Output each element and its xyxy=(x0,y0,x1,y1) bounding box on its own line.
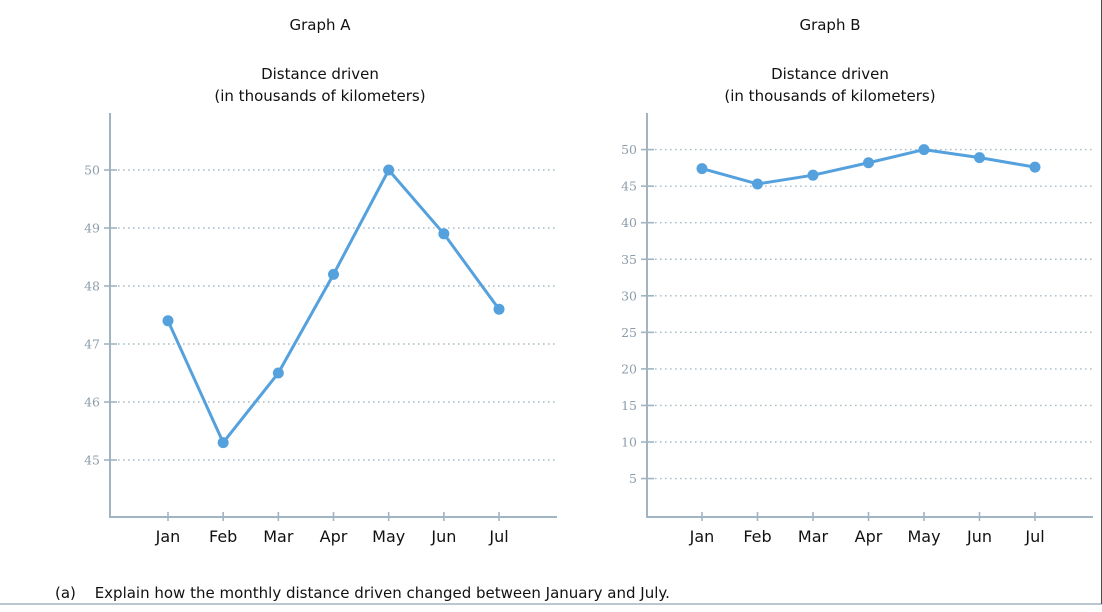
data-point[interactable] xyxy=(162,315,174,327)
data-point[interactable] xyxy=(272,367,284,379)
x-tick-label: Jun xyxy=(966,527,992,546)
x-tick-label: Feb xyxy=(743,527,771,546)
x-tick-label: Jan xyxy=(689,527,715,546)
y-tick-label: 20 xyxy=(621,361,637,376)
graph-a-title: Graph A xyxy=(289,16,351,34)
data-point[interactable] xyxy=(1029,161,1041,173)
y-tick-label: 47 xyxy=(84,337,100,352)
y-tick-label: 30 xyxy=(621,288,637,303)
data-point[interactable] xyxy=(217,437,229,449)
y-tick-label: 50 xyxy=(84,163,100,178)
y-tick-label: 50 xyxy=(621,142,637,157)
question-label: (a) xyxy=(55,584,76,602)
data-point[interactable] xyxy=(918,144,930,156)
data-point[interactable] xyxy=(807,169,819,181)
y-tick-label: 15 xyxy=(621,398,637,413)
y-tick-label: 5 xyxy=(629,471,637,486)
graph-b-title: Graph B xyxy=(799,16,861,34)
data-point[interactable] xyxy=(752,178,763,190)
y-tick-label: 48 xyxy=(84,279,100,294)
data-point[interactable] xyxy=(696,163,708,175)
data-point[interactable] xyxy=(383,164,395,176)
y-tick-label: 10 xyxy=(621,435,637,450)
question-text: Explain how the monthly distance driven … xyxy=(94,584,670,602)
graph-b-subtitle-line1: Distance driven xyxy=(771,65,889,83)
graph-a-header: Graph A Distance driven (in thousands of… xyxy=(60,15,580,107)
data-point[interactable] xyxy=(493,303,505,315)
y-tick-label: 45 xyxy=(621,179,637,194)
x-tick-label: Feb xyxy=(209,527,237,546)
question-row: (a) Explain how the monthly distance dri… xyxy=(55,584,670,602)
x-tick-label: May xyxy=(372,527,405,546)
x-tick-label: Mar xyxy=(263,527,294,546)
y-tick-label: 45 xyxy=(84,453,100,468)
graph-b-plot: 5 10 15 20 25 30 35 40 45 50 Jan Feb Mar Apr May Jun Jul xyxy=(621,113,1093,546)
x-tick-label: May xyxy=(907,527,940,546)
y-tick-label: 49 xyxy=(84,221,100,236)
x-tick-label: Jul xyxy=(488,527,508,546)
graph-a-plot: 45 46 47 48 49 50 Jan Feb Mar Apr May Jun Jul xyxy=(84,113,557,546)
data-point[interactable] xyxy=(974,152,985,164)
data-point[interactable] xyxy=(863,157,874,169)
graph-a-subtitle-line1: Distance driven xyxy=(261,65,379,83)
y-tick-label: 25 xyxy=(621,325,637,340)
graph-b-subtitle-line2: (in thousands of kilometers) xyxy=(724,87,936,105)
x-tick-label: Jan xyxy=(155,527,181,546)
x-tick-label: Apr xyxy=(320,527,348,546)
x-tick-label: Jun xyxy=(430,527,456,546)
graph-b-subtitle: Distance driven (in thousands of kilomet… xyxy=(570,63,1090,107)
data-point[interactable] xyxy=(328,268,340,280)
y-tick-label: 35 xyxy=(621,252,637,267)
bottom-divider xyxy=(0,603,1102,605)
x-tick-label: Mar xyxy=(798,527,829,546)
graph-b-header: Graph B Distance driven (in thousands of… xyxy=(570,15,1090,107)
graph-a-subtitle-line2: (in thousands of kilometers) xyxy=(214,87,426,105)
y-tick-label: 46 xyxy=(84,395,100,410)
x-tick-label: Apr xyxy=(855,527,883,546)
graph-a-subtitle: Distance driven (in thousands of kilomet… xyxy=(60,63,580,107)
y-tick-label: 40 xyxy=(621,215,637,230)
data-point[interactable] xyxy=(438,228,450,240)
x-tick-label: Jul xyxy=(1024,527,1044,546)
